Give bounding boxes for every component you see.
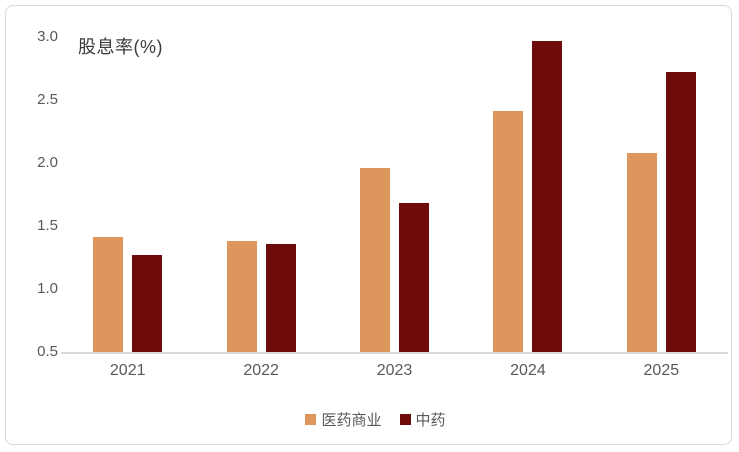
bar-tcm-2024	[532, 40, 563, 352]
bar-group-2023	[359, 168, 429, 352]
bar-group-2025	[626, 72, 696, 352]
x-tick-label-2022: 2022	[243, 362, 279, 379]
bar-tcm-2022	[265, 243, 296, 352]
y-tick-label-0.5: 0.5	[37, 343, 58, 360]
legend-swatch-pharma-commerce-icon	[305, 414, 317, 425]
legend-item-pharma-commerce: 医药商业	[305, 409, 382, 430]
plot-area	[61, 37, 728, 354]
bar-tcm-2021	[132, 255, 163, 352]
x-tick-label-2025: 2025	[643, 362, 680, 379]
bar-pharma-commerce-2025	[626, 152, 657, 352]
y-tick-label-1.0: 1.0	[37, 280, 58, 297]
bar-group-2021	[93, 237, 163, 352]
x-tick-label-2021: 2021	[109, 362, 146, 379]
bar-pharma-commerce-2023	[359, 168, 390, 352]
legend-label-tcm: 中药	[415, 412, 446, 429]
x-axis: 2021 2022 2023 2024 2025	[61, 362, 728, 380]
chart-frame: 股息率(%) 3.0 2.5 2.0 1.5 1.0 0.5 2021 2022 2023 20…	[5, 5, 732, 445]
legend-swatch-tcm-icon	[399, 414, 411, 425]
bar-pharma-commerce-2022	[226, 241, 257, 352]
y-tick-label-1.5: 1.5	[37, 217, 58, 234]
legend: 医药商业 中药	[6, 409, 739, 430]
bar-tcm-2025	[665, 72, 696, 352]
bar-tcm-2023	[398, 203, 429, 352]
chart-title: 股息率(%)	[78, 37, 163, 57]
legend-item-tcm: 中药	[399, 409, 446, 430]
x-tick-label-2024: 2024	[510, 362, 546, 379]
y-tick-label-2.0: 2.0	[37, 154, 58, 171]
y-tick-label-3.0: 3.0	[37, 28, 58, 45]
bar-pharma-commerce-2024	[493, 111, 524, 352]
bar-pharma-commerce-2021	[93, 237, 124, 352]
y-tick-label-2.5: 2.5	[37, 91, 58, 108]
x-tick-label-2023: 2023	[376, 362, 413, 379]
bar-group-2022	[226, 241, 296, 352]
legend-label-pharma-commerce: 医药商业	[321, 412, 382, 429]
bar-group-2024	[493, 40, 563, 352]
